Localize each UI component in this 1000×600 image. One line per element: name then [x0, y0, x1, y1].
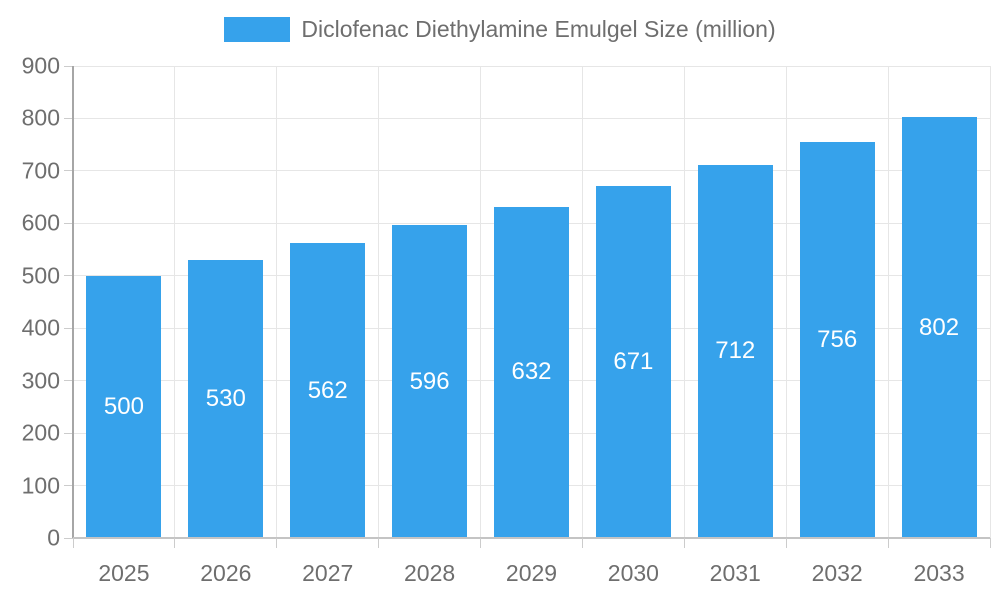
x-axis-tick — [683, 538, 685, 548]
x-tick-label: 2032 — [811, 560, 863, 586]
y-gridline — [73, 117, 990, 119]
y-axis-tick — [64, 222, 73, 224]
x-gridline — [989, 66, 991, 538]
bar[interactable]: 596 — [392, 225, 468, 538]
y-tick-label: 100 — [21, 472, 60, 499]
x-tick-label: 2031 — [709, 560, 761, 586]
bar-value-label: 562 — [307, 376, 348, 404]
bar[interactable]: 500 — [86, 275, 162, 538]
bar-value-label: 500 — [103, 392, 144, 420]
bar-value-label: 756 — [817, 325, 858, 353]
x-axis-tick — [276, 538, 278, 548]
y-axis-tick — [64, 432, 73, 434]
x-axis-tick — [72, 538, 74, 548]
y-tick-label: 200 — [21, 419, 60, 446]
x-axis-tick — [480, 538, 482, 548]
bar[interactable]: 756 — [799, 141, 875, 538]
x-gridline — [378, 66, 380, 538]
legend-swatch[interactable] — [224, 17, 291, 43]
bar[interactable]: 671 — [595, 186, 671, 538]
y-axis-tick — [64, 380, 73, 382]
x-gridline — [581, 66, 583, 538]
bar[interactable]: 802 — [901, 117, 977, 538]
x-tick-label: 2030 — [607, 560, 659, 586]
x-tick-label: 2033 — [913, 560, 965, 586]
y-axis-tick — [64, 485, 73, 487]
y-tick-label: 0 — [47, 524, 60, 551]
y-tick-label: 900 — [21, 52, 60, 79]
x-axis-tick — [989, 538, 991, 548]
y-gridline — [73, 170, 990, 172]
y-tick-label: 400 — [21, 314, 60, 341]
bar[interactable]: 530 — [188, 260, 264, 538]
y-tick-label: 500 — [21, 262, 60, 289]
y-axis-tick — [64, 537, 73, 539]
x-gridline — [276, 66, 278, 538]
y-tick-label: 800 — [21, 104, 60, 131]
y-gridline — [73, 65, 990, 67]
x-tick-label: 2025 — [98, 560, 150, 586]
y-tick-label: 300 — [21, 367, 60, 394]
bar-value-label: 632 — [511, 358, 552, 386]
bar-value-label: 596 — [409, 367, 450, 395]
x-gridline — [683, 66, 685, 538]
y-tick-label: 600 — [21, 209, 60, 236]
legend[interactable]: Diclofenac Diethylamine Emulgel Size (mi… — [0, 16, 1000, 43]
x-axis-tick — [785, 538, 787, 548]
x-gridline — [480, 66, 482, 538]
y-axis-tick — [64, 170, 73, 172]
x-axis-tick — [378, 538, 380, 548]
x-tick-label: 2029 — [505, 560, 558, 586]
y-axis-tick — [64, 117, 73, 119]
x-gridline — [785, 66, 787, 538]
x-tick-label: 2028 — [404, 560, 456, 586]
x-gridline — [887, 66, 889, 538]
bar[interactable]: 632 — [494, 206, 569, 538]
bar-value-label: 671 — [613, 348, 654, 376]
bar-value-label: 712 — [715, 337, 756, 365]
x-axis-tick — [581, 538, 583, 548]
y-axis-tick — [64, 327, 73, 329]
x-tick-label: 2027 — [302, 560, 354, 586]
bar-value-label: 530 — [205, 385, 246, 412]
y-axis-tick — [64, 275, 73, 277]
y-axis-line — [72, 66, 74, 538]
x-axis-line — [73, 537, 990, 539]
bar[interactable]: 712 — [697, 164, 773, 538]
y-axis-tick — [64, 65, 73, 67]
y-tick-label: 700 — [21, 157, 60, 184]
legend-label[interactable]: Diclofenac Diethylamine Emulgel Size (mi… — [301, 16, 776, 42]
x-gridline — [174, 66, 176, 538]
x-axis-tick — [887, 538, 889, 548]
x-tick-label: 2026 — [200, 560, 252, 586]
bar[interactable]: 562 — [290, 243, 366, 538]
bar-value-label: 802 — [919, 313, 960, 341]
x-axis-tick — [174, 538, 176, 548]
